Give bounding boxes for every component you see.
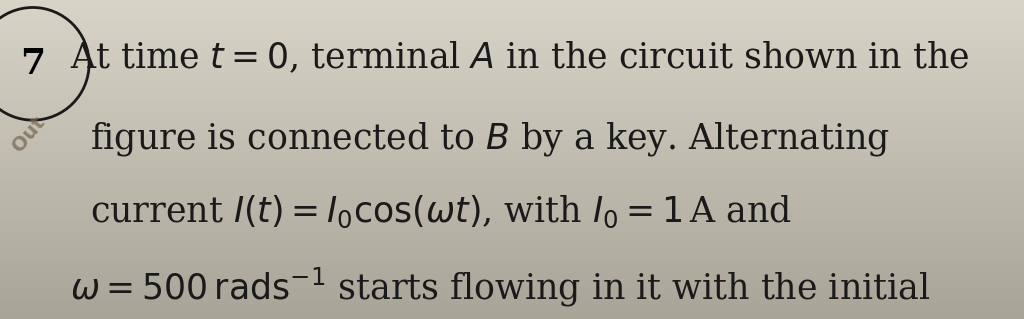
Text: Out: Out [8,113,49,155]
Text: $\omega = 500\,\mathrm{rads}^{-1}$ starts flowing in it with the initial: $\omega = 500\,\mathrm{rads}^{-1}$ start… [70,265,930,309]
Text: At time $t=0$, terminal $A$ in the circuit shown in the: At time $t=0$, terminal $A$ in the circu… [70,40,969,75]
Text: current $I(t) = I_0 \cos(\omega t)$, with $I_0 = 1\,$A and: current $I(t) = I_0 \cos(\omega t)$, wit… [90,194,792,230]
Text: figure is connected to $B$ by a key. Alternating: figure is connected to $B$ by a key. Alt… [90,120,890,158]
Text: 7: 7 [20,47,45,81]
